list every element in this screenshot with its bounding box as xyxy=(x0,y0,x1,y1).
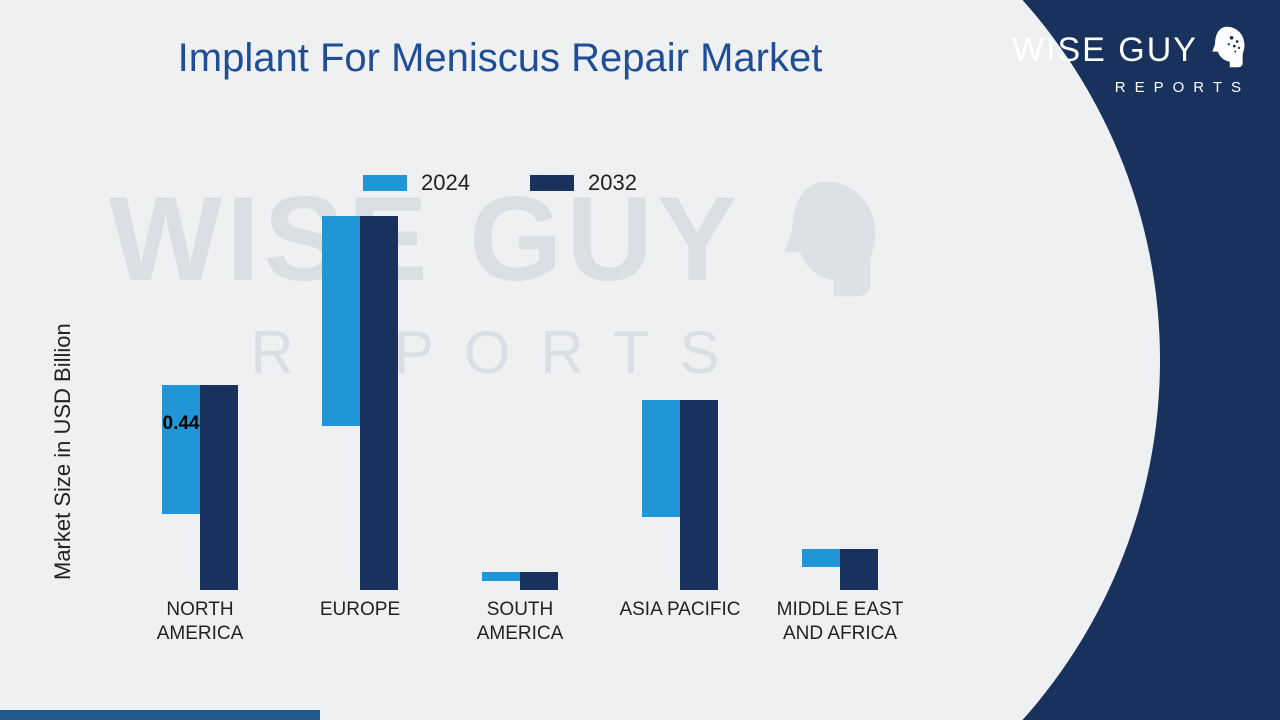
legend-label-2024: 2024 xyxy=(421,170,470,196)
y-axis-label: Market Size in USD Billion xyxy=(50,323,76,580)
x-axis-labels: NORTH AMERICA EUROPE SOUTH AMERICA ASIA PAC… xyxy=(130,598,940,708)
bar xyxy=(642,400,680,517)
bar xyxy=(680,400,718,590)
legend-swatch-2032 xyxy=(530,175,574,191)
logo-text-line2: REPORTS xyxy=(1012,80,1250,95)
decorative-bottom-bar xyxy=(0,710,320,720)
x-tick-label: EUROPE xyxy=(295,598,425,622)
legend: 2024 2032 xyxy=(90,170,910,196)
bar-group xyxy=(630,400,730,590)
bar xyxy=(200,385,238,590)
brand-logo: WISE GUY REPORTS xyxy=(1012,24,1250,95)
legend-item-2032: 2032 xyxy=(530,170,637,196)
x-tick-label: SOUTH AMERICA xyxy=(455,598,585,646)
logo-text-line1: WISE GUY xyxy=(1012,33,1198,67)
bar-group xyxy=(470,572,570,590)
x-tick-label: NORTH AMERICA xyxy=(135,598,265,646)
legend-swatch-2024 xyxy=(363,175,407,191)
x-tick-label: MIDDLE EAST AND AFRICA xyxy=(775,598,905,646)
plot-area: 0.44 xyxy=(130,210,940,590)
bar-group xyxy=(310,216,410,590)
bar xyxy=(520,572,558,590)
bar xyxy=(162,385,200,514)
legend-item-2024: 2024 xyxy=(363,170,470,196)
bar xyxy=(802,549,840,567)
logo-head-icon xyxy=(1204,24,1250,76)
legend-label-2032: 2032 xyxy=(588,170,637,196)
bar xyxy=(322,216,360,426)
chart-title: Implant For Meniscus Repair Market xyxy=(90,36,910,81)
chart-canvas: WISE GUY REPORTS Implant For Meniscus Re… xyxy=(0,0,1280,720)
bar xyxy=(840,549,878,590)
bar xyxy=(482,572,520,581)
bar-value-label: 0.44 xyxy=(163,413,200,435)
bar-group xyxy=(790,549,890,590)
bar xyxy=(360,216,398,590)
x-tick-label: ASIA PACIFIC xyxy=(615,598,745,622)
